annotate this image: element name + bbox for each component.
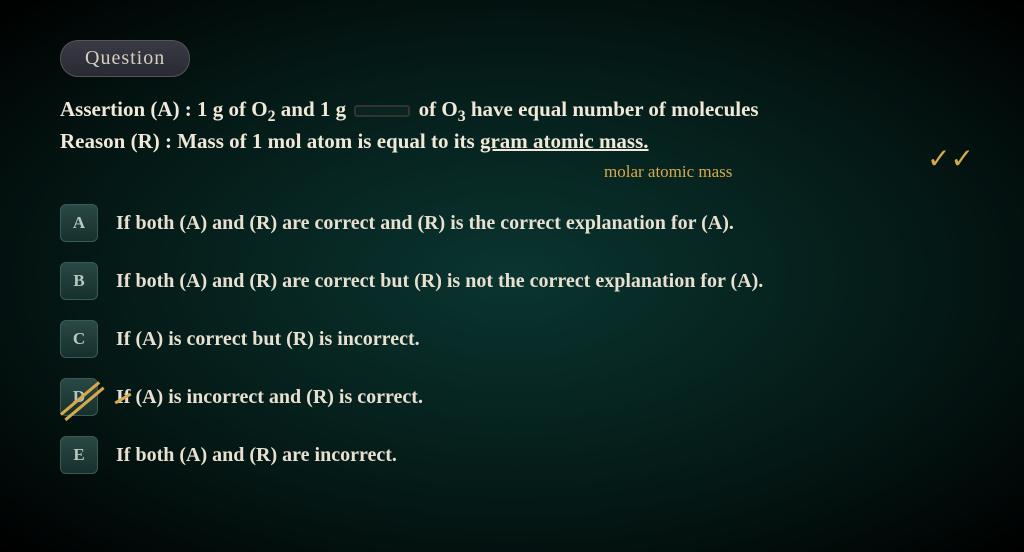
assertion-mid2: of O [413,97,457,121]
option-d-rest: (A) is incorrect and (R) is correct. [130,386,423,408]
checkmark-icon: ✓✓ [927,142,974,176]
question-badge-label: Question [85,47,165,69]
option-b-row[interactable]: B If both (A) and (R) are correct but (R… [60,262,964,300]
option-c-row[interactable]: C If (A) is correct but (R) is incorrect… [60,320,964,358]
option-b-text: If both (A) and (R) are correct but (R) … [116,262,763,295]
option-c-text: If (A) is correct but (R) is incorrect. [116,320,420,353]
redacted-blob [354,105,410,117]
option-b-letter: B [73,271,84,291]
options-list: A If both (A) and (R) are correct and (R… [60,204,964,474]
option-d-badge[interactable]: D [60,378,98,416]
handwritten-annotation: molar atomic mass [604,162,732,181]
option-e-badge[interactable]: E [60,436,98,474]
option-a-letter: A [73,213,85,233]
assertion-mid: and 1 g [276,97,352,121]
option-c-badge[interactable]: C [60,320,98,358]
assertion-prefix: Assertion (A) : 1 g of O [60,97,268,121]
option-d-strike: If [116,386,130,408]
reason-prefix: Reason (R) : Mass of 1 mol atom is equal… [60,129,480,153]
reason-line: Reason (R) : Mass of 1 mol atom is equal… [60,127,964,184]
assertion-suffix: have equal number of molecules [466,97,759,121]
assertion-sub2: 3 [458,108,466,125]
option-c-letter: C [73,329,85,349]
assertion-sub1: 2 [268,108,276,125]
assertion-line: Assertion (A) : 1 g of O2 and 1 g of O3 … [60,95,964,127]
option-d-row[interactable]: D If (A) is incorrect and (R) is correct… [60,378,964,416]
assertion-reason-block: Assertion (A) : 1 g of O2 and 1 g of O3 … [60,95,964,184]
option-d-text: If (A) is incorrect and (R) is correct. [116,378,423,411]
option-e-row[interactable]: E If both (A) and (R) are incorrect. [60,436,964,474]
option-a-badge[interactable]: A [60,204,98,242]
option-b-badge[interactable]: B [60,262,98,300]
option-a-text: If both (A) and (R) are correct and (R) … [116,204,734,237]
option-e-letter: E [73,445,84,465]
option-e-text: If both (A) and (R) are incorrect. [116,436,397,469]
reason-underlined: gram atomic mass. [480,129,649,153]
option-a-row[interactable]: A If both (A) and (R) are correct and (R… [60,204,964,242]
question-badge: Question [60,40,190,77]
